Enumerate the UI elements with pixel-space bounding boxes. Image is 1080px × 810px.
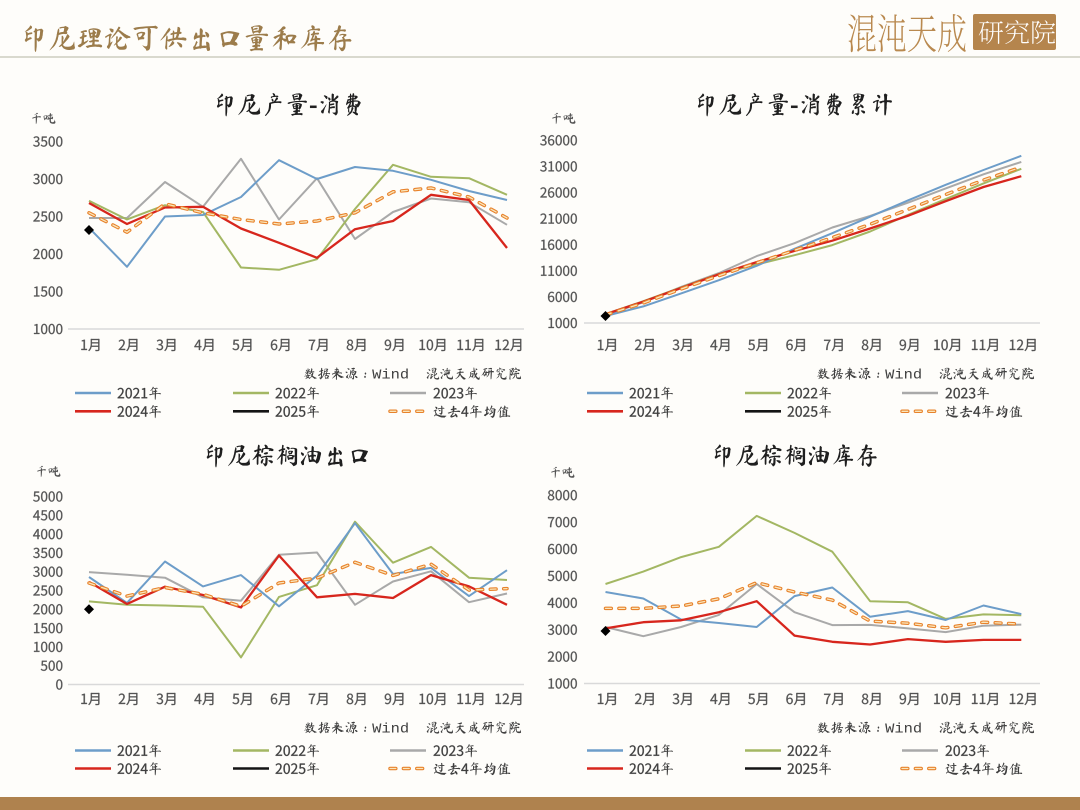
svg-text:Wind: Wind	[885, 722, 922, 738]
svg-text:Wind: Wind	[372, 368, 409, 384]
svg-text:Wind: Wind	[885, 368, 922, 384]
svg-text:Wind: Wind	[372, 722, 409, 738]
